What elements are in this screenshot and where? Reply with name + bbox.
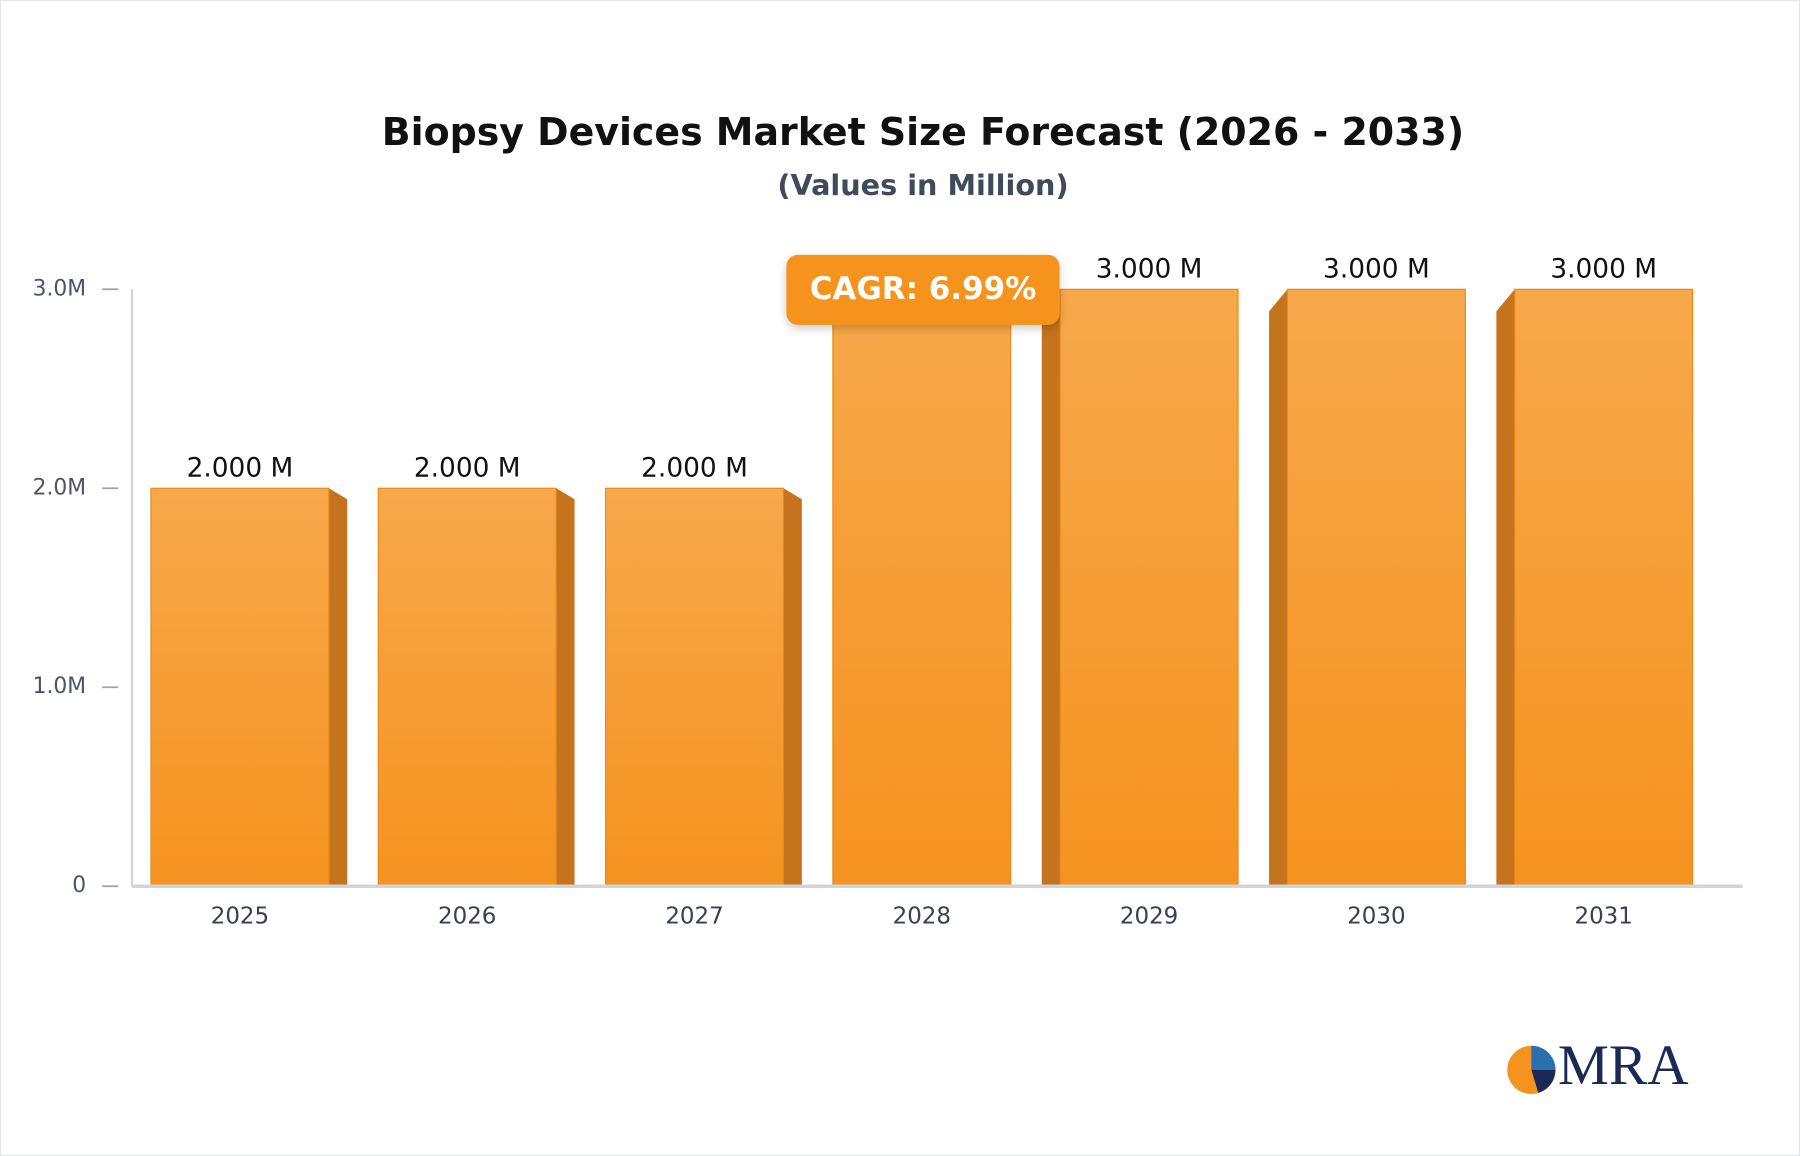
bar: [377, 487, 557, 887]
x-tick-label: 2031: [1575, 904, 1633, 930]
bar-group: [377, 487, 575, 887]
bar-group: [1269, 288, 1466, 887]
value-label: 2.000 M: [414, 452, 521, 483]
x-tick-label: 2025: [211, 904, 269, 930]
chart-title: Biopsy Devices Market Size Forecast (202…: [382, 110, 1464, 154]
x-tick-label: 2030: [1347, 904, 1405, 930]
value-label: 3.000 M: [1323, 253, 1430, 284]
logo: MRA: [1507, 1034, 1689, 1097]
bar-side: [556, 488, 575, 887]
bar-side: [783, 488, 802, 887]
bar: [1514, 288, 1694, 887]
bar-group: [150, 487, 348, 887]
x-tick-label: 2028: [893, 904, 951, 930]
bar-side: [328, 488, 348, 887]
value-label: 2.000 M: [187, 452, 294, 483]
annotation-badge: [786, 254, 1060, 325]
chart-subtitle: (Values in Million): [777, 168, 1068, 202]
value-label: 3.000 M: [1550, 253, 1657, 284]
bar: [1286, 288, 1466, 887]
bar-group: [1041, 288, 1239, 887]
annotation: CAGR: 6.99%: [810, 271, 1037, 307]
bar: [832, 288, 1012, 887]
bar-group: [604, 487, 802, 887]
bar: [1059, 288, 1239, 887]
bar-side: [1041, 289, 1061, 887]
y-tick-label: 0: [72, 873, 86, 898]
logo-text: MRA: [1558, 1034, 1689, 1097]
bar-group: [1496, 288, 1694, 887]
y-tick-label: 2.0M: [33, 475, 86, 500]
x-tick-label: 2029: [1120, 904, 1178, 930]
x-tick-label: 2026: [438, 904, 496, 930]
bar-side: [1496, 289, 1515, 887]
value-label: 3.000 M: [1096, 253, 1203, 284]
bar: [604, 487, 785, 887]
y-tick-label: 1.0M: [33, 674, 86, 699]
value-label: 2.000 M: [641, 452, 748, 483]
bar: [150, 487, 330, 887]
bar-group: [832, 288, 1012, 887]
x-tick-label: 2027: [665, 904, 723, 930]
bar-side: [1269, 289, 1288, 887]
y-tick-label: 3.0M: [33, 276, 86, 301]
